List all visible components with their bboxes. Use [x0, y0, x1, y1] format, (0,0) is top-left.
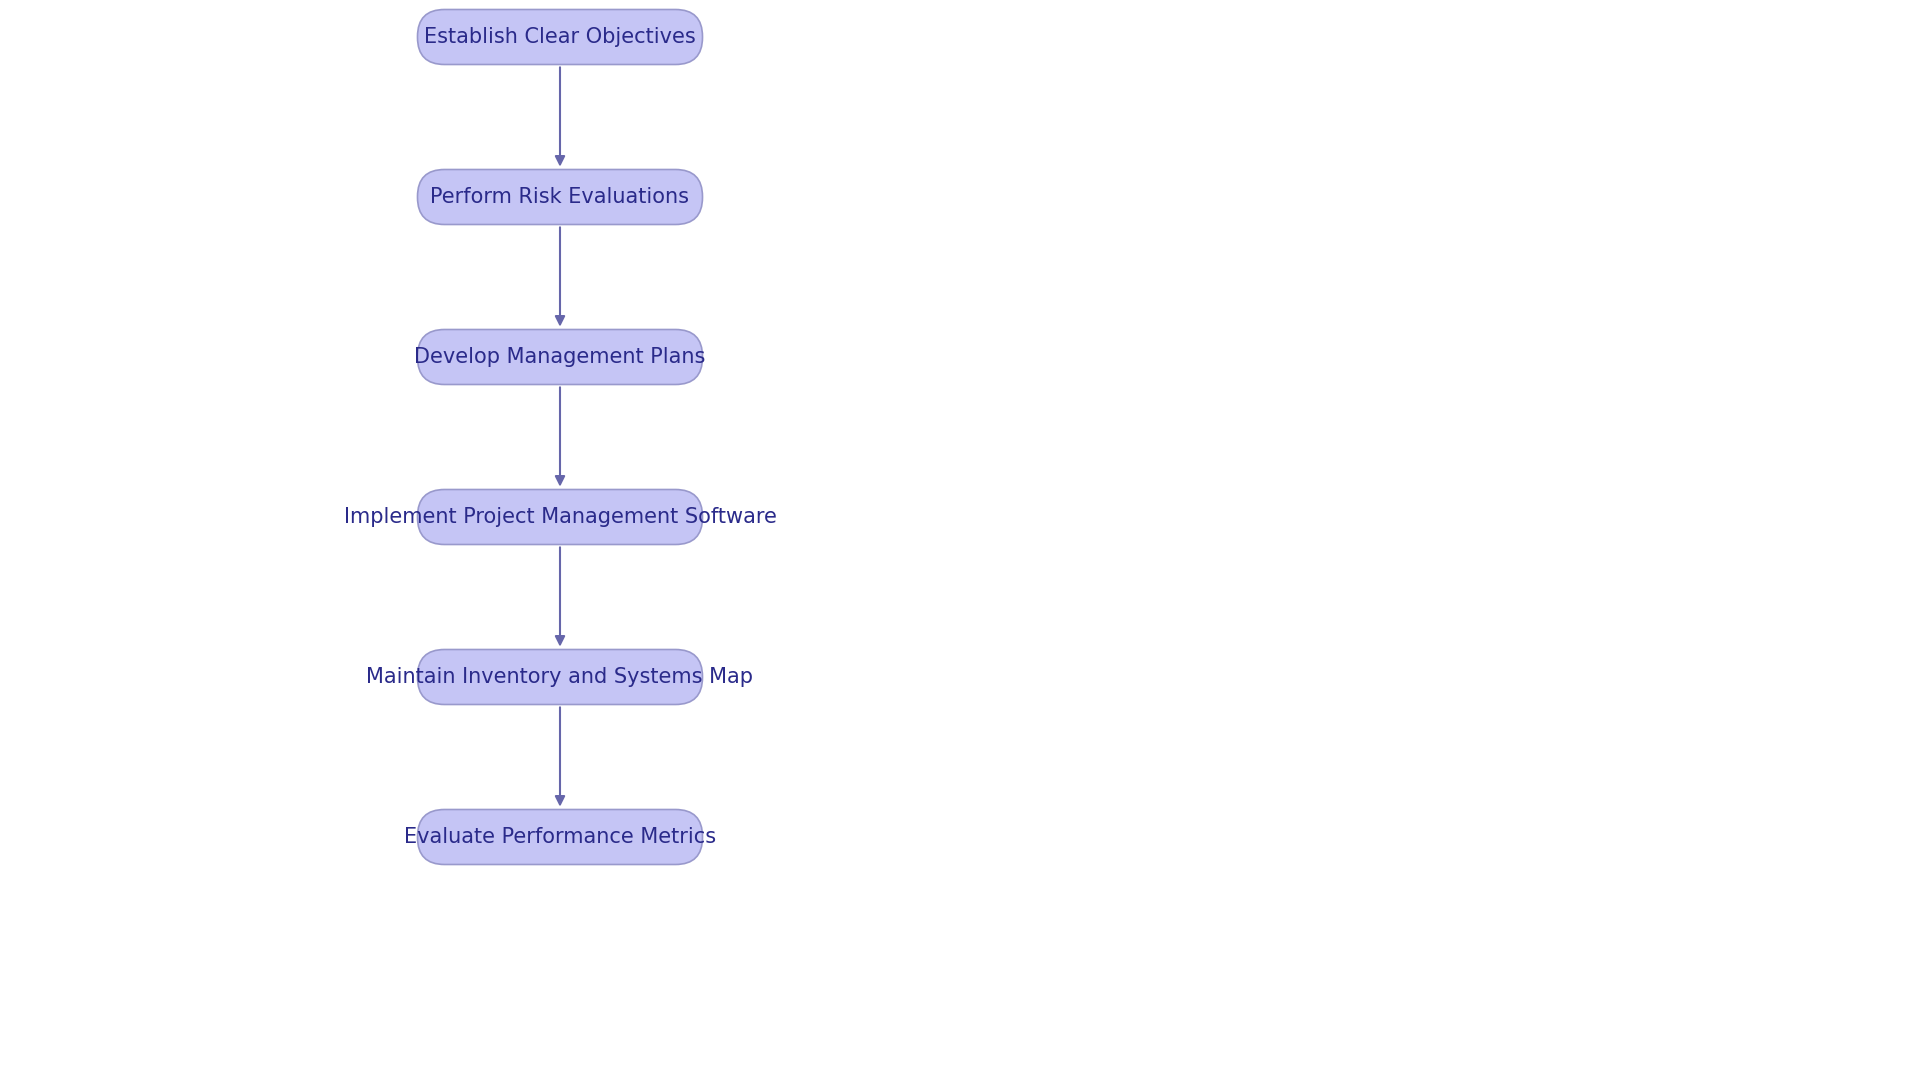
Text: Perform Risk Evaluations: Perform Risk Evaluations [430, 187, 689, 207]
FancyBboxPatch shape [417, 650, 703, 705]
FancyBboxPatch shape [417, 329, 703, 384]
Text: Maintain Inventory and Systems Map: Maintain Inventory and Systems Map [367, 667, 753, 687]
FancyBboxPatch shape [417, 10, 703, 65]
Text: Evaluate Performance Metrics: Evaluate Performance Metrics [403, 827, 716, 847]
Text: Develop Management Plans: Develop Management Plans [415, 347, 707, 367]
Text: Implement Project Management Software: Implement Project Management Software [344, 507, 776, 527]
FancyBboxPatch shape [417, 490, 703, 545]
Text: Establish Clear Objectives: Establish Clear Objectives [424, 27, 695, 47]
FancyBboxPatch shape [417, 170, 703, 224]
FancyBboxPatch shape [417, 809, 703, 864]
